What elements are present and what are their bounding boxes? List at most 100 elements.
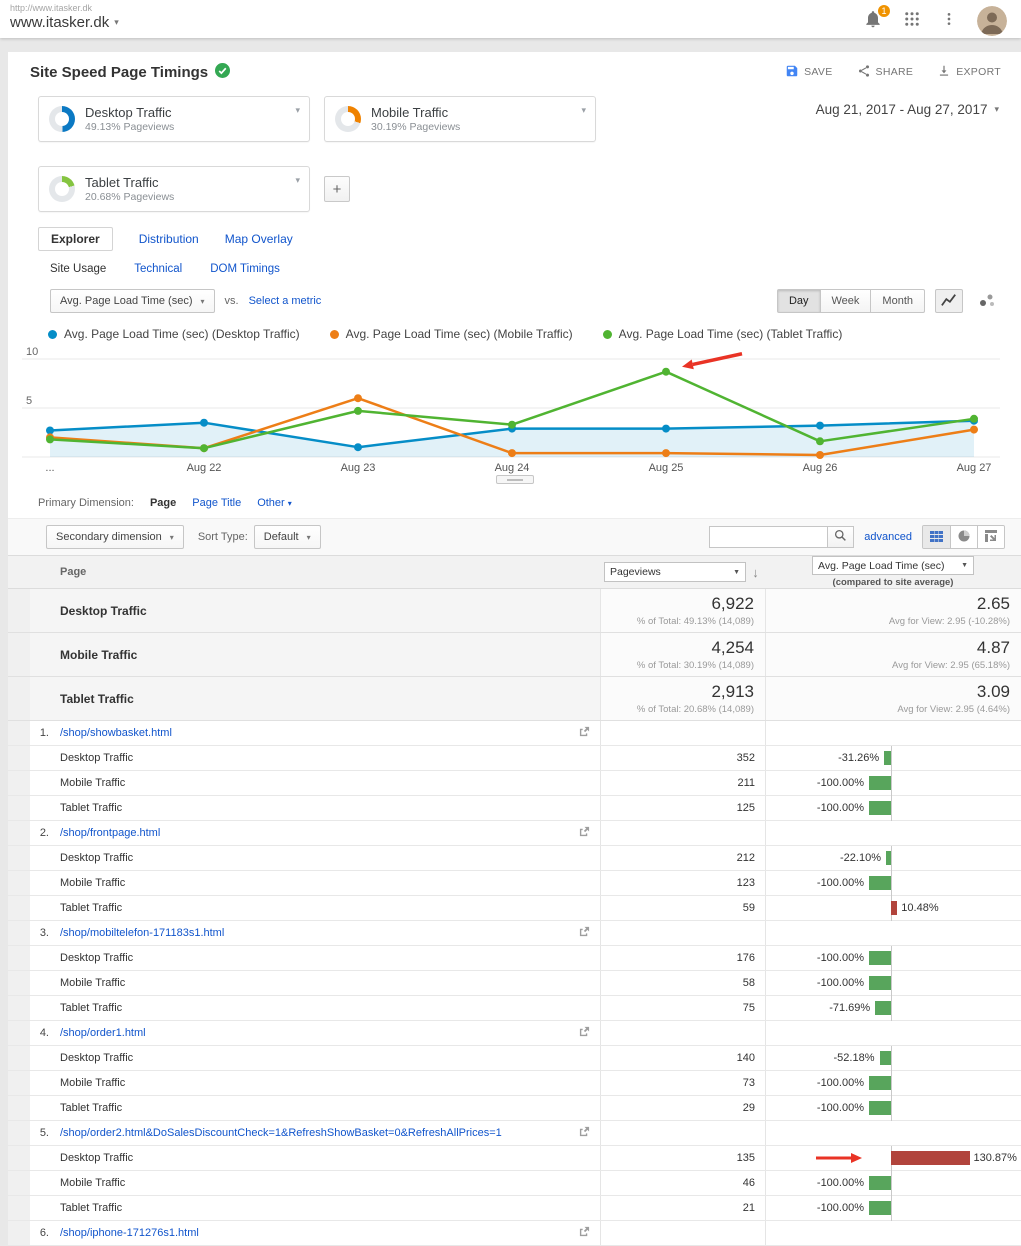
page-url-cell: /shop/showbasket.html bbox=[54, 721, 600, 745]
chevron-down-icon[interactable]: ▾ bbox=[581, 105, 586, 116]
delta-label: -52.18% bbox=[834, 1046, 875, 1070]
dimension-page-title[interactable]: Page Title bbox=[192, 497, 241, 509]
page-link[interactable]: /shop/frontpage.html bbox=[60, 827, 160, 839]
page-link[interactable]: /shop/order1.html bbox=[60, 1027, 146, 1039]
subtab-site-usage[interactable]: Site Usage bbox=[50, 263, 106, 275]
svg-text:Aug 25: Aug 25 bbox=[649, 462, 684, 474]
tab-map-overlay[interactable]: Map Overlay bbox=[225, 232, 293, 246]
empty-pageviews-cell bbox=[600, 721, 765, 745]
search-button[interactable] bbox=[827, 526, 854, 548]
apps-grid-button[interactable] bbox=[903, 10, 921, 31]
open-in-new-icon[interactable] bbox=[579, 724, 590, 742]
open-in-new-icon[interactable] bbox=[579, 824, 590, 842]
subtab-technical[interactable]: Technical bbox=[134, 263, 182, 275]
segment-pageviews: 29 bbox=[600, 1096, 765, 1120]
chart-x-axis-handle[interactable] bbox=[496, 475, 534, 484]
search-input[interactable] bbox=[709, 526, 827, 548]
dimension-other[interactable]: Other ▾ bbox=[257, 497, 292, 509]
page-link[interactable]: /shop/mobiltelefon-171183s1.html bbox=[60, 927, 224, 939]
chevron-down-icon: ▾ bbox=[114, 17, 119, 28]
open-in-new-icon[interactable] bbox=[579, 1224, 590, 1242]
delta-label: -22.10% bbox=[840, 846, 881, 870]
granularity-month-button[interactable]: Month bbox=[871, 289, 925, 313]
page-url-cell: /shop/frontpage.html bbox=[54, 821, 600, 845]
table-body: Desktop Traffic 6,922% of Total: 49.13% (… bbox=[8, 589, 1021, 1246]
segment-metric-cell: -100.00% bbox=[765, 796, 1021, 820]
page-link[interactable]: /shop/order2.html&DoSalesDiscountCheck=1… bbox=[60, 1127, 502, 1139]
secondary-dimension-label: Secondary dimension bbox=[56, 531, 162, 543]
segment-pageviews: 176 bbox=[600, 946, 765, 970]
empty-pageviews-cell bbox=[600, 1221, 765, 1245]
summary-pageviews-value: 4,254 bbox=[711, 638, 754, 658]
delta-bar-negative bbox=[869, 1101, 891, 1115]
delta-bar-negative bbox=[869, 951, 891, 965]
chevron-down-icon[interactable]: ▾ bbox=[295, 105, 300, 116]
granularity-week-button[interactable]: Week bbox=[821, 289, 872, 313]
tab-distribution[interactable]: Distribution bbox=[139, 232, 199, 246]
pageviews-column-selector[interactable]: Pageviews ▼ bbox=[604, 562, 746, 582]
select-metric-link[interactable]: Select a metric bbox=[249, 295, 322, 307]
dimension-page[interactable]: Page bbox=[150, 497, 176, 509]
open-in-new-icon[interactable] bbox=[579, 924, 590, 942]
page-link[interactable]: /shop/showbasket.html bbox=[60, 727, 172, 739]
tab-explorer[interactable]: Explorer bbox=[38, 227, 113, 251]
row-index: 1. bbox=[8, 727, 54, 739]
segment-row-name: Mobile Traffic bbox=[8, 1171, 600, 1195]
table-row: 1. /shop/showbasket.html bbox=[8, 721, 1021, 746]
date-range-selector[interactable]: Aug 21, 2017 - Aug 27, 2017 ▾ bbox=[816, 102, 999, 117]
delta-label: -71.69% bbox=[829, 996, 870, 1020]
view-table-button[interactable] bbox=[923, 526, 950, 548]
table-row: 2./shop/frontpage.html bbox=[8, 821, 1021, 846]
legend-item: Avg. Page Load Time (sec) (Tablet Traffi… bbox=[603, 327, 843, 341]
sort-direction-icon[interactable]: ↓ bbox=[748, 565, 763, 580]
view-percentage-button[interactable] bbox=[950, 526, 977, 548]
dimension-options: Page Page Title Other ▾ bbox=[150, 497, 292, 509]
export-button[interactable]: EXPORT bbox=[937, 64, 1001, 81]
subtab-dom-timings[interactable]: DOM Timings bbox=[210, 263, 280, 275]
metric-dropdown[interactable]: Avg. Page Load Time (sec) ▾ bbox=[50, 289, 215, 313]
page-url-cell: /shop/mobiltelefon-171183s1.html bbox=[54, 921, 600, 945]
column-header-page[interactable]: Page bbox=[8, 556, 600, 588]
share-button[interactable]: SHARE bbox=[857, 64, 914, 81]
granularity-day-button[interactable]: Day bbox=[777, 289, 821, 313]
segment-donut-icon bbox=[49, 176, 75, 202]
save-button[interactable]: SAVE bbox=[785, 64, 832, 81]
avatar[interactable] bbox=[977, 6, 1007, 36]
chevron-down-icon: ▾ bbox=[307, 533, 311, 542]
add-segment-button[interactable]: + bbox=[324, 176, 350, 202]
view-pivot-button[interactable] bbox=[977, 526, 1004, 548]
delta-bar-negative bbox=[884, 751, 891, 765]
chevron-down-icon[interactable]: ▾ bbox=[295, 175, 300, 186]
notifications-button[interactable]: 1 bbox=[863, 9, 883, 32]
report-title-text: Site Speed Page Timings bbox=[30, 64, 208, 81]
motion-chart-view-button[interactable] bbox=[973, 289, 1001, 313]
segment-pageviews: 58 bbox=[600, 971, 765, 995]
table-view-toggle bbox=[922, 525, 1005, 549]
delta-bar-negative bbox=[869, 976, 891, 990]
open-in-new-icon[interactable] bbox=[579, 1024, 590, 1042]
row-index: 5. bbox=[8, 1127, 54, 1139]
advanced-link[interactable]: advanced bbox=[864, 531, 912, 543]
open-in-new-icon[interactable] bbox=[579, 1124, 590, 1142]
segment-row-name: Desktop Traffic bbox=[8, 946, 600, 970]
chevron-down-icon: ▾ bbox=[288, 499, 292, 508]
secondary-dimension-dropdown[interactable]: Secondary dimension ▾ bbox=[46, 525, 184, 549]
account-selector[interactable]: www.itasker.dk ▾ bbox=[10, 14, 119, 31]
motion-chart-icon bbox=[979, 293, 995, 310]
page-url-cell: /shop/iphone-171276s1.html bbox=[54, 1221, 600, 1245]
segment-pageviews: 140 bbox=[600, 1046, 765, 1070]
line-chart-view-button[interactable] bbox=[935, 289, 963, 313]
summary-pageviews-cell: 6,922% of Total: 49.13% (14,089) bbox=[600, 589, 765, 632]
sort-type-dropdown[interactable]: Default ▾ bbox=[254, 525, 321, 549]
metric-column-selector[interactable]: Avg. Page Load Time (sec) ▼ bbox=[812, 556, 974, 575]
report-subtabs: Site Usage Technical DOM Timings bbox=[8, 252, 1021, 284]
more-options-button[interactable] bbox=[941, 11, 957, 30]
